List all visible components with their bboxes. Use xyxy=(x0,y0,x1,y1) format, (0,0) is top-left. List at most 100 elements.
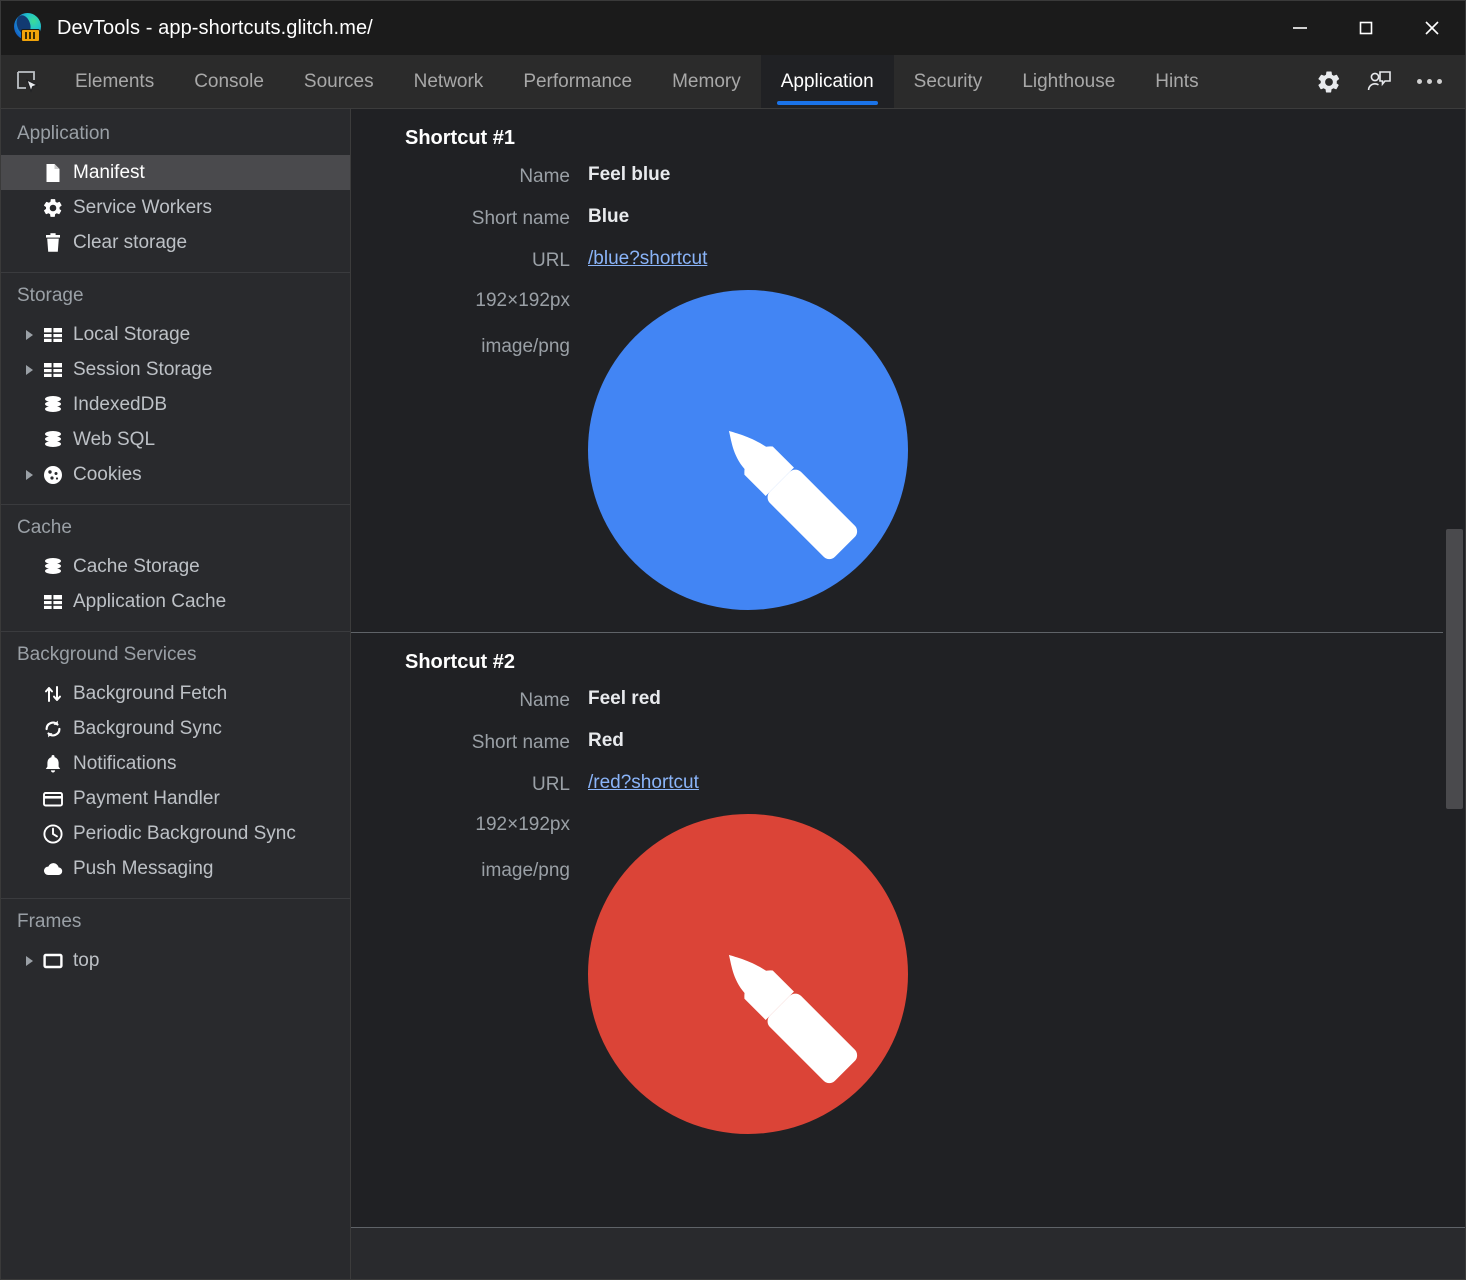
tab-hints[interactable]: Hints xyxy=(1135,55,1218,108)
sidebar-section-application: Application Manifest Service Workers xyxy=(1,111,350,273)
clock-icon xyxy=(39,823,67,845)
sidebar-item-label: Manifest xyxy=(73,161,145,183)
table-icon xyxy=(39,359,67,381)
shortcut-section-2: Shortcut #2 Name Feel red Short name Red… xyxy=(351,633,1465,1134)
field-value-name: Feel red xyxy=(588,688,661,709)
tab-security[interactable]: Security xyxy=(894,55,1003,108)
database-icon xyxy=(39,556,67,578)
field-label-short-name: Short name xyxy=(471,732,570,753)
tab-network[interactable]: Network xyxy=(394,55,504,108)
field-label-url: URL xyxy=(531,250,570,271)
application-sidebar: Application Manifest Service Workers xyxy=(1,109,351,1279)
shortcut-icon-row: 192×192px image/png xyxy=(351,290,1465,610)
sidebar-section-background-services: Background Services Background Fetch Bac… xyxy=(1,632,350,899)
icon-size-label: 192×192px xyxy=(475,290,570,311)
expand-arrow[interactable] xyxy=(19,329,39,340)
sidebar-item-background-fetch[interactable]: Background Fetch xyxy=(1,676,350,711)
bell-icon xyxy=(39,753,67,775)
sidebar-item-label: Clear storage xyxy=(73,231,188,253)
sidebar-item-clear-storage[interactable]: Clear storage xyxy=(1,225,350,260)
sync-icon xyxy=(39,718,67,740)
trash-icon xyxy=(39,232,67,254)
frame-icon xyxy=(39,950,67,972)
tab-label: Network xyxy=(413,70,484,92)
sidebar-item-label: Local Storage xyxy=(73,323,191,345)
shortcut-url-link[interactable]: /red?shortcut xyxy=(588,772,699,793)
field-label-short-name: Short name xyxy=(471,208,570,229)
sidebar-item-top[interactable]: top xyxy=(1,943,350,978)
sidebar-item-label: Web SQL xyxy=(73,428,156,450)
sidebar-item-label: Payment Handler xyxy=(73,787,220,809)
sidebar-section-title: Application xyxy=(17,123,110,144)
sidebar-item-application-cache[interactable]: Application Cache xyxy=(1,584,350,619)
sidebar-item-label: Cookies xyxy=(73,463,142,485)
expand-arrow[interactable] xyxy=(19,364,39,375)
shortcut-heading: Shortcut #1 xyxy=(405,127,516,149)
maximize-button[interactable] xyxy=(1333,1,1399,55)
sidebar-item-label: top xyxy=(73,949,100,971)
arrows-updown-icon xyxy=(39,683,67,705)
tab-sources[interactable]: Sources xyxy=(284,55,394,108)
table-icon xyxy=(39,324,67,346)
tab-application[interactable]: Application xyxy=(760,55,894,108)
devtools-tab-strip: Elements Console Sources Network Perform… xyxy=(1,55,1465,109)
shortcut-url-link[interactable]: /blue?shortcut xyxy=(588,248,708,269)
shortcut-heading: Shortcut #2 xyxy=(405,651,516,673)
shortcut-icon-meta: 192×192px image/png xyxy=(351,290,588,382)
sidebar-section-storage: Storage Local Storage Session Storage xyxy=(1,273,350,505)
close-button[interactable] xyxy=(1399,1,1465,55)
feedback-person-icon[interactable] xyxy=(1357,60,1401,104)
sidebar-item-background-sync[interactable]: Background Sync xyxy=(1,711,350,746)
shortcut-url-field: URL /red?shortcut xyxy=(351,772,1465,796)
sidebar-item-cache-storage[interactable]: Cache Storage xyxy=(1,549,350,584)
tab-label: Hints xyxy=(1155,70,1199,92)
sidebar-item-local-storage[interactable]: Local Storage xyxy=(1,317,350,352)
inspect-element-icon[interactable] xyxy=(1,55,55,108)
sidebar-item-indexeddb[interactable]: IndexedDB xyxy=(1,387,350,422)
field-value-name: Feel blue xyxy=(588,164,671,185)
tab-elements[interactable]: Elements xyxy=(55,55,174,108)
gear-icon xyxy=(39,197,67,219)
tab-console[interactable]: Console xyxy=(174,55,284,108)
sidebar-item-label: Application Cache xyxy=(73,590,227,612)
sidebar-item-label: Cache Storage xyxy=(73,555,200,577)
sidebar-item-push-messaging[interactable]: Push Messaging xyxy=(1,851,350,886)
shortcut-url-field: URL /blue?shortcut xyxy=(351,248,1465,272)
sidebar-item-web-sql[interactable]: Web SQL xyxy=(1,422,350,457)
manifest-panel: Shortcut #1 Name Feel blue Short name Bl… xyxy=(351,109,1465,1279)
sidebar-section-cache: Cache Cache Storage Application Cache xyxy=(1,505,350,632)
tab-performance[interactable]: Performance xyxy=(503,55,652,108)
tab-lighthouse[interactable]: Lighthouse xyxy=(1002,55,1135,108)
field-label-url: URL xyxy=(531,774,570,795)
gear-icon[interactable] xyxy=(1307,60,1351,104)
document-icon xyxy=(39,162,67,184)
more-options-icon[interactable] xyxy=(1407,60,1451,104)
database-icon xyxy=(39,429,67,451)
sidebar-item-manifest[interactable]: Manifest xyxy=(1,155,350,190)
field-value-short-name: Blue xyxy=(588,206,630,227)
cookie-icon xyxy=(39,464,67,486)
expand-arrow[interactable] xyxy=(19,955,39,966)
sidebar-item-cookies[interactable]: Cookies xyxy=(1,457,350,492)
scrollbar-thumb[interactable] xyxy=(1446,529,1463,809)
sidebar-item-periodic-background-sync[interactable]: Periodic Background Sync xyxy=(1,816,350,851)
vertical-scrollbar[interactable] xyxy=(1443,109,1465,1227)
tab-memory[interactable]: Memory xyxy=(652,55,761,108)
manifest-scroll-area: Shortcut #1 Name Feel blue Short name Bl… xyxy=(351,109,1465,1227)
sidebar-item-service-workers[interactable]: Service Workers xyxy=(1,190,350,225)
tab-label: Lighthouse xyxy=(1022,70,1116,92)
shortcut-icon-row: 192×192px image/png xyxy=(351,814,1465,1134)
expand-arrow[interactable] xyxy=(19,469,39,480)
sidebar-item-notifications[interactable]: Notifications xyxy=(1,746,350,781)
sidebar-item-session-storage[interactable]: Session Storage xyxy=(1,352,350,387)
sidebar-item-payment-handler[interactable]: Payment Handler xyxy=(1,781,350,816)
shortcut-short-name-field: Short name Blue xyxy=(351,206,1465,230)
devtools-body: Application Manifest Service Workers xyxy=(1,109,1465,1279)
shortcut-icon-meta: 192×192px image/png xyxy=(351,814,588,906)
tab-label: Performance xyxy=(523,70,633,92)
sidebar-section-frames: Frames top xyxy=(1,899,350,990)
tab-label: Elements xyxy=(75,70,155,92)
paintbrush-icon xyxy=(728,954,858,1084)
shortcut-icon-image xyxy=(588,290,908,610)
minimize-button[interactable] xyxy=(1267,1,1333,55)
